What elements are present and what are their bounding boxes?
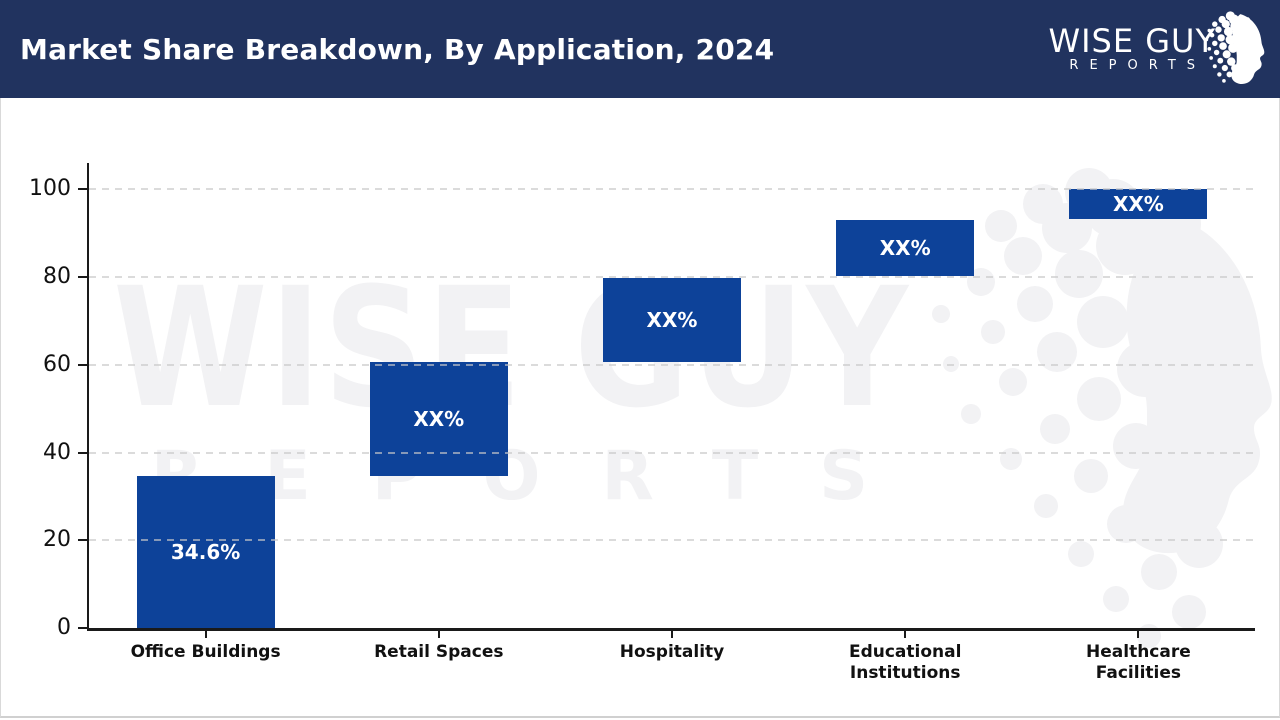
x-category-label: Office Buildings xyxy=(130,642,281,662)
bar-value-label: XX% xyxy=(646,307,698,332)
x-tick-mark xyxy=(204,630,207,638)
x-category-label: Hospitality xyxy=(619,642,725,662)
bar-hospitality: XX% xyxy=(603,277,741,362)
x-tick-mark xyxy=(904,630,907,638)
x-category-label: Healthcare Facilities xyxy=(1086,642,1191,684)
x-axis-line xyxy=(87,628,1255,631)
bar-value-label: XX% xyxy=(413,407,465,432)
y-tick-mark xyxy=(78,539,87,542)
logo-text: WISE GUY REPORTS xyxy=(1048,22,1216,73)
y-tick-mark xyxy=(78,363,87,366)
y-tick-label: 40 xyxy=(43,439,71,465)
x-tick-mark xyxy=(1137,630,1140,638)
gridline xyxy=(89,363,1255,366)
y-tick-mark xyxy=(78,276,87,279)
bar-healthcare-facilities: XX% xyxy=(1069,189,1208,220)
bar-retail-spaces: XX% xyxy=(369,362,508,477)
y-tick-mark xyxy=(78,188,87,191)
bar-educational-institutions: XX% xyxy=(836,220,975,277)
logo-subtitle: REPORTS xyxy=(1069,57,1207,73)
x-category-label: Educational Institutions xyxy=(848,642,962,684)
bar-value-label: 34.6% xyxy=(170,540,241,565)
x-tick-mark xyxy=(437,630,440,638)
y-tick-label: 60 xyxy=(43,351,71,377)
y-tick-label: 0 xyxy=(57,615,71,640)
y-tick-mark xyxy=(78,451,87,454)
logo-wordmark: WISE GUY xyxy=(1048,22,1216,61)
gridline xyxy=(89,451,1255,454)
y-axis-line xyxy=(87,163,89,631)
y-tick-label: 20 xyxy=(43,527,71,553)
y-tick-label: 80 xyxy=(43,264,71,290)
logo-face-icon xyxy=(1204,11,1265,85)
wise-guy-reports-logo: WISE GUY REPORTS xyxy=(1048,9,1266,89)
x-tick-mark xyxy=(671,630,673,638)
x-category-label: Retail Spaces xyxy=(374,642,504,662)
watermark-wordmark: WISE GUY xyxy=(113,252,910,444)
header-bar: Market Share Breakdown, By Application, … xyxy=(0,0,1280,98)
page-title: Market Share Breakdown, By Application, … xyxy=(20,32,775,66)
plot-area: 0 20 40 60 80 100 34.6% Office Buildings XX% Reta… xyxy=(29,163,1255,683)
chart-area: WISE GUY REPORTS 0 20 40 60 80 100 34.6% Office… xyxy=(0,98,1280,718)
bar-value-label: XX% xyxy=(1112,192,1164,217)
y-tick-mark xyxy=(78,627,87,629)
bar-value-label: XX% xyxy=(879,236,931,261)
y-tick-label: 100 xyxy=(29,176,71,202)
bar-office-buildings: 34.6% xyxy=(136,476,275,628)
